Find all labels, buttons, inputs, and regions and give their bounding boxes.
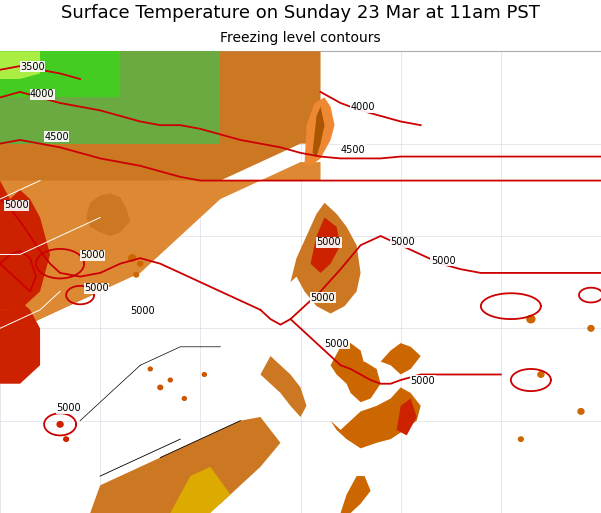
Text: 4000: 4000: [350, 103, 375, 112]
Polygon shape: [138, 261, 143, 266]
Polygon shape: [313, 107, 325, 156]
Text: 5000: 5000: [410, 376, 435, 386]
Polygon shape: [182, 397, 186, 400]
Polygon shape: [158, 385, 163, 390]
Polygon shape: [538, 372, 544, 377]
Polygon shape: [148, 367, 152, 371]
Polygon shape: [341, 476, 371, 513]
Polygon shape: [86, 193, 130, 236]
Polygon shape: [0, 51, 320, 328]
Polygon shape: [290, 203, 361, 313]
Polygon shape: [305, 97, 335, 166]
Polygon shape: [168, 378, 172, 382]
Polygon shape: [588, 326, 594, 331]
Text: 4500: 4500: [44, 132, 69, 142]
Polygon shape: [0, 162, 320, 328]
Polygon shape: [90, 417, 281, 513]
Polygon shape: [331, 387, 421, 448]
Text: 5000: 5000: [317, 237, 341, 247]
Polygon shape: [311, 218, 341, 273]
Text: 5000: 5000: [130, 306, 155, 315]
Text: 4500: 4500: [341, 145, 365, 155]
Polygon shape: [0, 301, 40, 384]
Text: 4000: 4000: [30, 89, 55, 100]
Polygon shape: [64, 437, 69, 441]
Polygon shape: [347, 362, 380, 402]
Polygon shape: [397, 399, 416, 436]
Text: Surface Temperature on Sunday 23 Mar at 11am PST: Surface Temperature on Sunday 23 Mar at …: [61, 4, 540, 22]
Polygon shape: [380, 343, 421, 374]
Text: Freezing level contours: Freezing level contours: [220, 31, 381, 46]
Polygon shape: [331, 343, 365, 384]
Polygon shape: [134, 272, 139, 277]
Polygon shape: [203, 372, 206, 377]
Polygon shape: [57, 422, 63, 427]
Polygon shape: [0, 51, 120, 97]
Text: 3500: 3500: [20, 62, 44, 72]
Polygon shape: [519, 437, 523, 441]
Text: 5000: 5000: [80, 250, 105, 260]
Text: 5000: 5000: [56, 403, 81, 413]
Polygon shape: [578, 409, 584, 414]
Text: 5000: 5000: [84, 283, 109, 293]
Polygon shape: [0, 51, 40, 79]
Text: 5000: 5000: [431, 255, 456, 266]
Text: 5000: 5000: [4, 200, 29, 210]
Text: 5000: 5000: [325, 339, 349, 349]
Polygon shape: [170, 467, 230, 513]
Polygon shape: [129, 255, 136, 262]
Polygon shape: [260, 356, 307, 417]
Polygon shape: [0, 181, 50, 310]
Polygon shape: [0, 51, 221, 144]
Text: 5000: 5000: [311, 292, 335, 303]
Polygon shape: [527, 315, 535, 323]
Text: 5000: 5000: [391, 237, 415, 247]
